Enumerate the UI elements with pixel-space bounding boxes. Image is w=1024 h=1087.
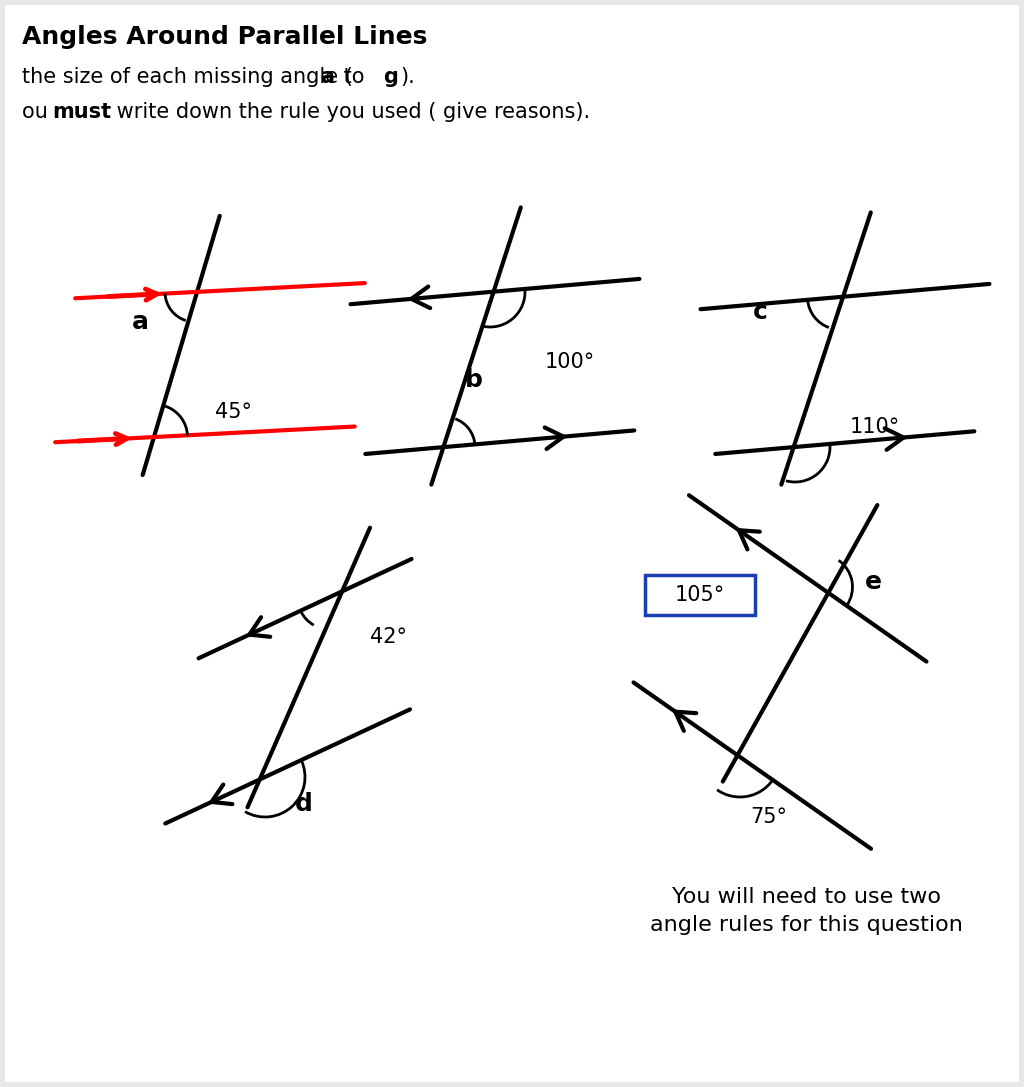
Bar — [645, 575, 755, 615]
Text: 42°: 42° — [370, 627, 407, 647]
Text: write down the rule you used ( give reasons).: write down the rule you used ( give reas… — [110, 102, 590, 122]
Text: must: must — [52, 102, 112, 122]
Text: Angles Around Parallel Lines: Angles Around Parallel Lines — [22, 25, 427, 49]
Text: a: a — [319, 67, 334, 87]
Text: c: c — [753, 300, 767, 324]
Text: d: d — [295, 792, 313, 816]
Text: 105°: 105° — [675, 585, 725, 605]
Text: 75°: 75° — [750, 807, 787, 827]
Text: g: g — [383, 67, 398, 87]
Text: 45°: 45° — [215, 402, 252, 422]
Text: the size of each missing angle (: the size of each missing angle ( — [22, 67, 353, 87]
Text: ).: ). — [400, 67, 415, 87]
Text: You will need to use two
angle rules for this question: You will need to use two angle rules for… — [650, 887, 963, 935]
Text: a: a — [131, 310, 148, 334]
Text: 110°: 110° — [850, 417, 900, 437]
Text: 100°: 100° — [545, 352, 595, 372]
Text: e: e — [865, 570, 882, 594]
Text: b: b — [465, 368, 483, 392]
Text: ou: ou — [22, 102, 54, 122]
Text: to: to — [337, 67, 371, 87]
